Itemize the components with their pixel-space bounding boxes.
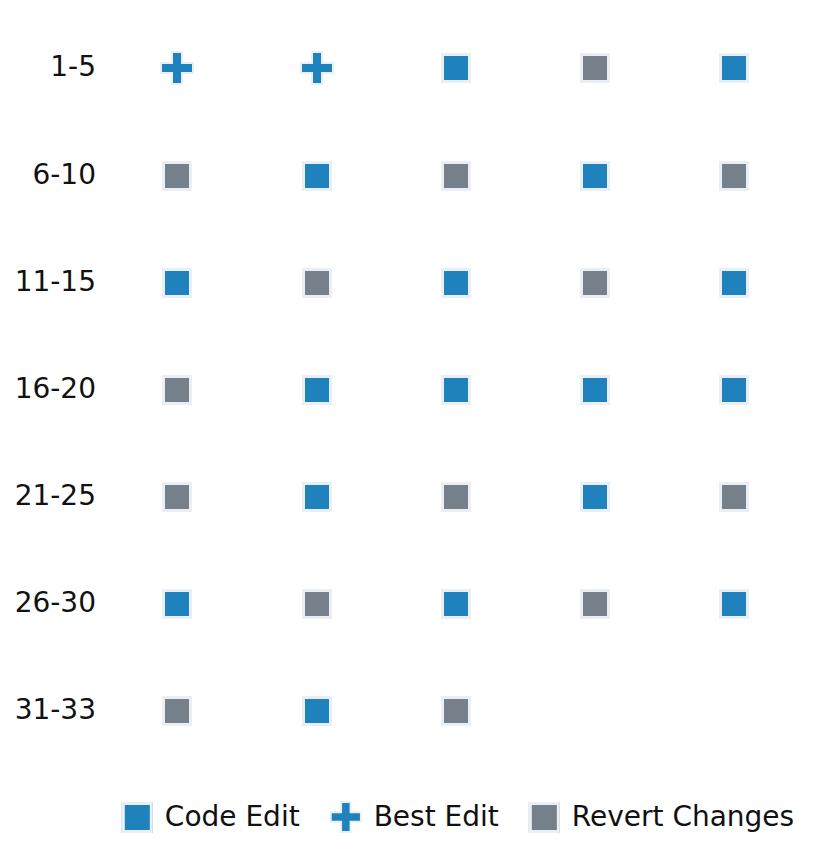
square-icon: [719, 53, 749, 83]
plus-icon: [160, 51, 194, 85]
marker-revert-changes: [441, 696, 471, 726]
square-icon: [302, 161, 332, 191]
square-icon: [719, 161, 749, 191]
marker-revert-changes: [719, 161, 749, 191]
marker-revert-changes: [162, 482, 192, 512]
legend-plus-icon: [330, 801, 362, 833]
marker-code-edit: [441, 375, 471, 405]
marker-code-edit: [302, 482, 332, 512]
plus-icon: [300, 51, 334, 85]
square-icon: [441, 589, 471, 619]
row-label-1-5: 1-5: [0, 53, 96, 81]
square-icon: [441, 53, 471, 83]
square-icon: [441, 161, 471, 191]
square-icon: [302, 696, 332, 726]
square-icon: [719, 375, 749, 405]
marker-revert-changes: [162, 696, 192, 726]
square-icon: [580, 589, 610, 619]
row-label-31-33: 31-33: [0, 696, 96, 724]
legend-square-icon: [529, 802, 560, 833]
legend-label-code-edit: Code Edit: [165, 803, 300, 831]
legend-item-code-edit: Code Edit: [122, 802, 300, 833]
marker-code-edit: [719, 589, 749, 619]
marker-revert-changes: [162, 161, 192, 191]
marker-code-edit: [580, 482, 610, 512]
square-icon: [441, 696, 471, 726]
square-icon: [580, 53, 610, 83]
marker-revert-changes: [302, 589, 332, 619]
square-icon: [719, 482, 749, 512]
marker-revert-changes: [441, 482, 471, 512]
marker-best-edit: [300, 51, 334, 85]
square-icon: [302, 482, 332, 512]
square-icon: [441, 375, 471, 405]
marker-grid-chart: 1-5 6-10 11-15 16-20 21-25 26-30 31-33 Code Ed…: [0, 0, 816, 855]
marker-code-edit: [162, 268, 192, 298]
legend: Code Edit Best Edit Revert Changes: [122, 801, 794, 833]
marker-revert-changes: [441, 161, 471, 191]
legend-label-best-edit: Best Edit: [374, 803, 499, 831]
marker-code-edit: [302, 696, 332, 726]
marker-revert-changes: [580, 53, 610, 83]
square-icon: [580, 375, 610, 405]
marker-revert-changes: [580, 589, 610, 619]
square-icon: [580, 161, 610, 191]
marker-revert-changes: [162, 375, 192, 405]
marker-revert-changes: [580, 268, 610, 298]
row-label-6-10: 6-10: [0, 161, 96, 189]
marker-code-edit: [302, 161, 332, 191]
marker-best-edit: [160, 51, 194, 85]
legend-item-best-edit: Best Edit: [330, 801, 499, 833]
marker-code-edit: [441, 589, 471, 619]
marker-code-edit: [719, 53, 749, 83]
marker-code-edit: [441, 53, 471, 83]
marker-revert-changes: [719, 482, 749, 512]
marker-revert-changes: [302, 268, 332, 298]
square-icon: [162, 161, 192, 191]
legend-square-icon: [122, 802, 153, 833]
square-icon: [441, 268, 471, 298]
square-icon: [162, 589, 192, 619]
square-icon: [580, 482, 610, 512]
square-icon: [302, 589, 332, 619]
square-icon: [719, 268, 749, 298]
square-icon: [162, 482, 192, 512]
marker-code-edit: [719, 375, 749, 405]
square-icon: [162, 268, 192, 298]
square-icon: [580, 268, 610, 298]
square-icon: [302, 375, 332, 405]
marker-code-edit: [580, 161, 610, 191]
marker-code-edit: [441, 268, 471, 298]
marker-code-edit: [719, 268, 749, 298]
square-icon: [302, 268, 332, 298]
row-label-16-20: 16-20: [0, 375, 96, 403]
square-icon: [719, 589, 749, 619]
row-label-11-15: 11-15: [0, 268, 96, 296]
legend-item-revert-changes: Revert Changes: [529, 802, 794, 833]
square-icon: [162, 696, 192, 726]
row-label-21-25: 21-25: [0, 482, 96, 510]
row-label-26-30: 26-30: [0, 589, 96, 617]
marker-code-edit: [302, 375, 332, 405]
legend-label-revert-changes: Revert Changes: [572, 803, 794, 831]
square-icon: [162, 375, 192, 405]
marker-code-edit: [162, 589, 192, 619]
square-icon: [441, 482, 471, 512]
marker-code-edit: [580, 375, 610, 405]
